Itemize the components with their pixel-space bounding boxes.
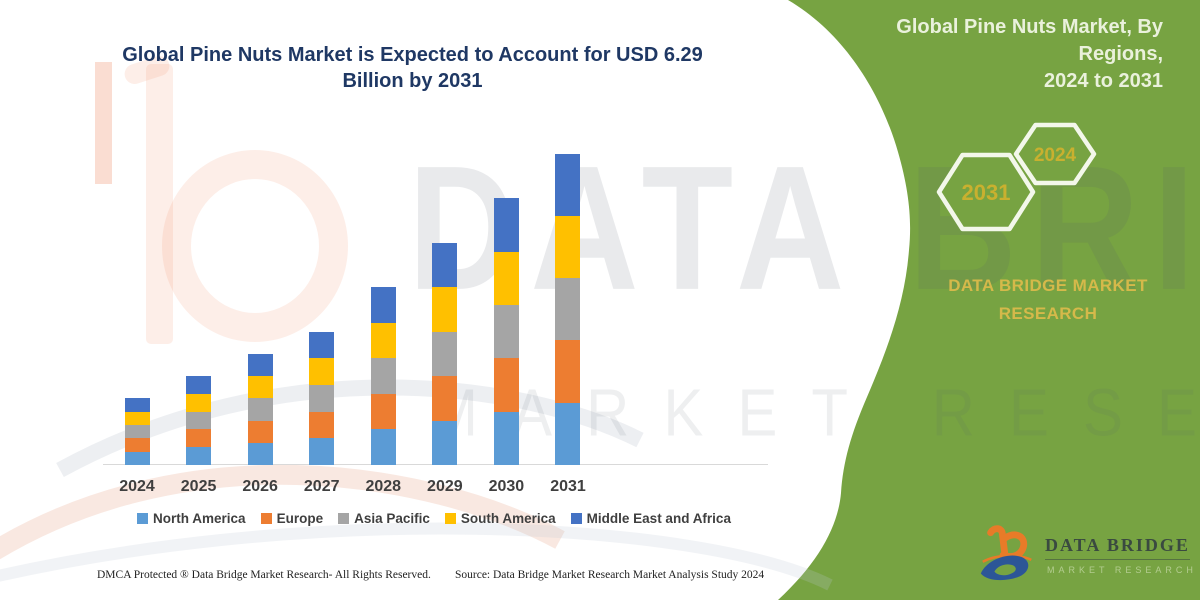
brand-text: DATA BRIDGE MARKET RESEARCH — [948, 276, 1148, 323]
chart-title-line1: Global Pine Nuts Market is Expected to A… — [122, 44, 703, 66]
legend-label: North America — [153, 511, 246, 526]
footer-dmca-text: DMCA Protected ® Data Bridge Market Rese… — [97, 569, 431, 581]
logo-tagline-text: MARKET RESEARCH — [1047, 565, 1197, 575]
legend-swatch-icon — [260, 513, 272, 524]
chart-legend: North America Europe Asia Pacific South Ame… — [103, 511, 765, 526]
legend-label: Middle East and Africa — [586, 511, 731, 526]
legend-item-middle-east-and-africa: Middle East and Africa — [570, 511, 731, 526]
panel-heading: Global Pine Nuts Market, By Regions, 202… — [818, 14, 1163, 95]
legend-swatch-icon — [570, 513, 582, 524]
legend-swatch-icon — [338, 513, 350, 524]
chart-title: Global Pine Nuts Market is Expected to A… — [105, 42, 720, 94]
legend-swatch-icon — [137, 513, 149, 524]
x-axis-line — [103, 464, 768, 465]
chart-title-line2: Billion by 2031 — [342, 70, 483, 92]
footer-source-text: Source: Data Bridge Market Research Mark… — [455, 569, 765, 581]
legend-label: Europe — [276, 511, 324, 526]
legend-item-europe: Europe — [260, 511, 324, 526]
panel-heading-line1: Global Pine Nuts Market, By Regions, — [896, 16, 1163, 65]
logo-name-text: DATA BRIDGE — [1045, 535, 1190, 560]
legend-label: Asia Pacific — [354, 511, 430, 526]
legend-label: South America — [460, 511, 556, 526]
data-bridge-logo-icon — [980, 525, 1032, 581]
panel-heading-line2: 2024 to 2031 — [1044, 70, 1163, 92]
legend-item-north-america: North America — [137, 511, 246, 526]
company-logo: DATA BRIDGE MARKET RESEARCH — [975, 523, 1193, 595]
legend-item-south-america: South America — [444, 511, 556, 526]
legend-swatch-icon — [444, 513, 456, 524]
legend-item-asia-pacific: Asia Pacific — [338, 511, 430, 526]
